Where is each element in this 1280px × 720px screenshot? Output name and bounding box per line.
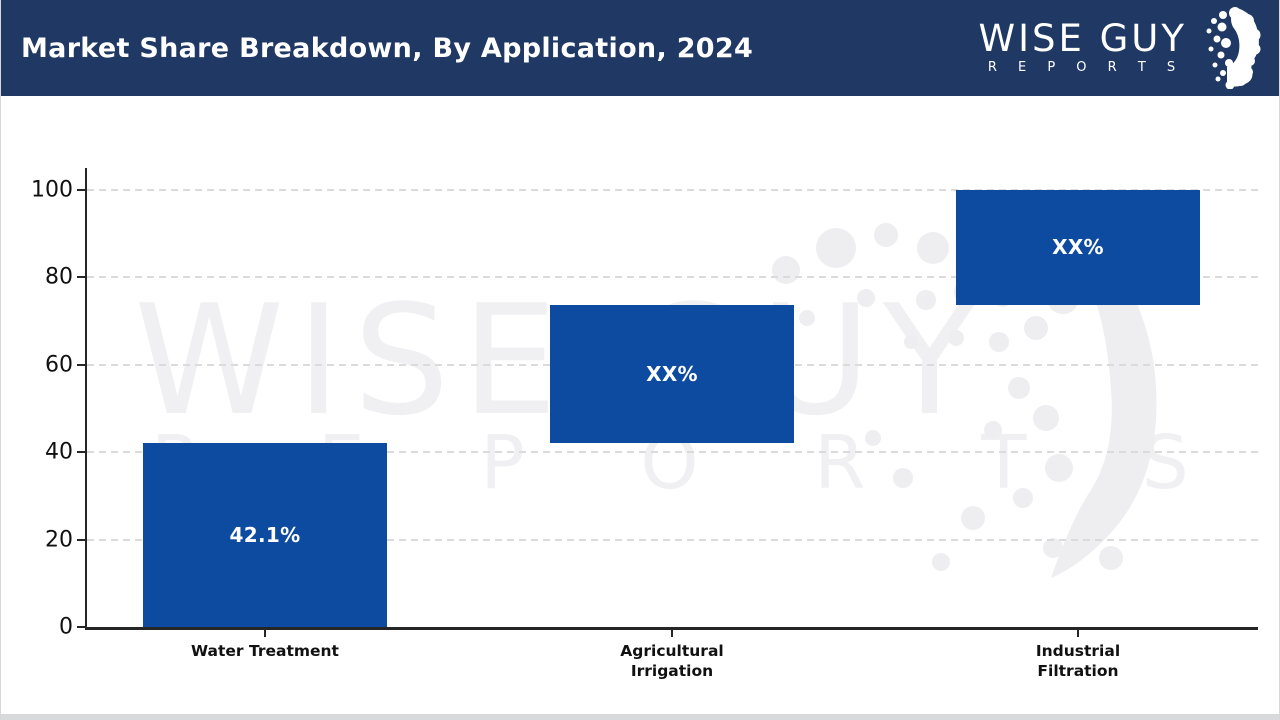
gridline [87, 451, 1258, 454]
y-tick-label: 100 [31, 177, 73, 203]
x-axis-tick [671, 629, 673, 637]
waterfall-bar: XX% [956, 190, 1200, 305]
y-tick-label: 60 [45, 352, 73, 378]
y-tick-label: 0 [59, 614, 73, 640]
gridline [87, 189, 1258, 191]
logo-wordmark: WISE GUY [978, 17, 1187, 60]
page-title: Market Share Breakdown, By Application, … [21, 32, 754, 64]
y-axis-line [85, 168, 87, 629]
x-category-label: Agricultural Irrigation [620, 642, 724, 680]
logo-face-icon [1206, 7, 1261, 89]
y-axis-tick [77, 626, 85, 628]
x-category-label: Water Treatment [191, 642, 339, 660]
y-axis-tick [77, 538, 85, 541]
y-axis-tick [77, 363, 85, 366]
bar-value-label: XX% [1052, 235, 1104, 260]
gridline [87, 276, 1258, 279]
y-tick-label: 40 [45, 439, 73, 465]
brand-logo: WISE GUY R E P O R T S [978, 7, 1263, 89]
y-tick-label: 80 [45, 264, 73, 290]
waterfall-bar: XX% [550, 304, 794, 443]
x-axis-line [85, 627, 1258, 630]
y-tick-label: 20 [45, 527, 73, 553]
footer-strip [1, 714, 1279, 720]
header-band: Market Share Breakdown, By Application, … [1, 0, 1279, 96]
bar-value-label: XX% [646, 361, 698, 386]
y-axis-tick [77, 451, 85, 454]
bar-value-label: 42.1% [229, 523, 301, 547]
y-axis-tick [77, 276, 85, 279]
x-axis-tick [264, 629, 266, 637]
x-category-label: Industrial Filtration [1035, 642, 1121, 680]
y-axis-tick [77, 189, 85, 191]
waterfall-bar: 42.1% [143, 443, 387, 627]
gridline [87, 538, 1258, 541]
x-axis-tick [1077, 629, 1079, 637]
logo-subtext: R E P O R T S [987, 60, 1184, 75]
